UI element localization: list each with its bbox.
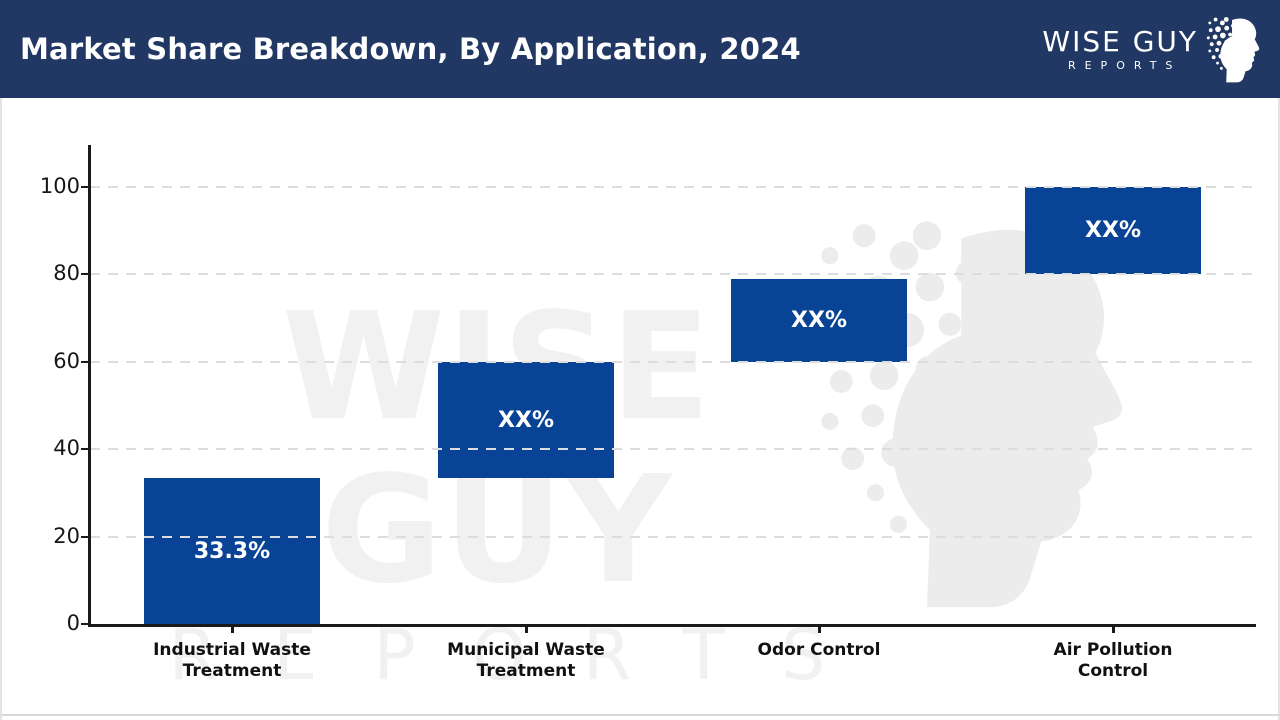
x-axis-tick-mark	[1112, 624, 1115, 633]
bar-value-label: XX%	[498, 407, 554, 433]
y-axis-tick-mark	[81, 535, 90, 538]
x-axis-category-label: Odor Control	[757, 640, 881, 660]
y-axis-tick-label: 20	[53, 523, 80, 548]
gridline-20	[90, 535, 1254, 538]
brand-face-icon	[1206, 17, 1260, 83]
x-axis-tick-mark	[231, 624, 234, 633]
bar-municipal-waste-treatment: XX%	[438, 361, 614, 479]
bar-value-label: XX%	[1085, 218, 1141, 244]
y-axis-tick-mark	[81, 623, 90, 625]
y-axis-tick-label: 40	[53, 436, 80, 461]
x-axis-tick-mark	[525, 624, 528, 633]
x-axis-category-label: Industrial Waste Treatment	[153, 640, 311, 681]
x-axis-line	[88, 624, 1256, 627]
y-axis-tick-mark	[81, 186, 90, 188]
y-axis-tick-mark	[81, 360, 90, 363]
x-axis-category-label: Municipal Waste Treatment	[447, 640, 605, 681]
header: Market Share Breakdown, By Application, …	[0, 0, 1280, 98]
bar-value-label: 33.3%	[193, 538, 271, 564]
brand-name: WISE GUY	[1042, 24, 1198, 58]
y-axis-tick-label: 100	[39, 174, 80, 198]
gridline-100	[90, 186, 1254, 188]
gridline-60	[90, 360, 1254, 363]
y-axis-tick-label: 60	[53, 348, 80, 373]
page-title: Market Share Breakdown, By Application, …	[20, 32, 801, 66]
gridline-80	[90, 273, 1254, 276]
brand-logo: WISE GUY REPORTS	[1042, 9, 1262, 89]
x-axis-tick-mark	[818, 624, 821, 633]
y-axis-tick-label: 80	[53, 261, 80, 286]
bar-odor-control: XX%	[731, 278, 907, 362]
bottom-divider	[2, 714, 1280, 716]
brand-wordmark: WISE GUY REPORTS	[1042, 24, 1198, 72]
brand-subtitle: REPORTS	[1067, 58, 1182, 72]
y-axis-tick-label: 0	[66, 611, 80, 635]
y-axis-tick-mark	[81, 448, 90, 451]
y-axis-line	[88, 145, 91, 627]
x-axis-category-label: Air Pollution Control	[1053, 640, 1173, 681]
gridline-40	[90, 448, 1254, 451]
y-axis-tick-mark	[81, 273, 90, 276]
bar-air-pollution-control: XX%	[1025, 187, 1201, 275]
chart-area: WISE GUY REPORTS 02040608010033.3%XX%XX%…	[0, 98, 1280, 720]
bar-industrial-waste-treatment: 33.3%	[144, 478, 320, 624]
bar-value-label: XX%	[791, 307, 847, 333]
